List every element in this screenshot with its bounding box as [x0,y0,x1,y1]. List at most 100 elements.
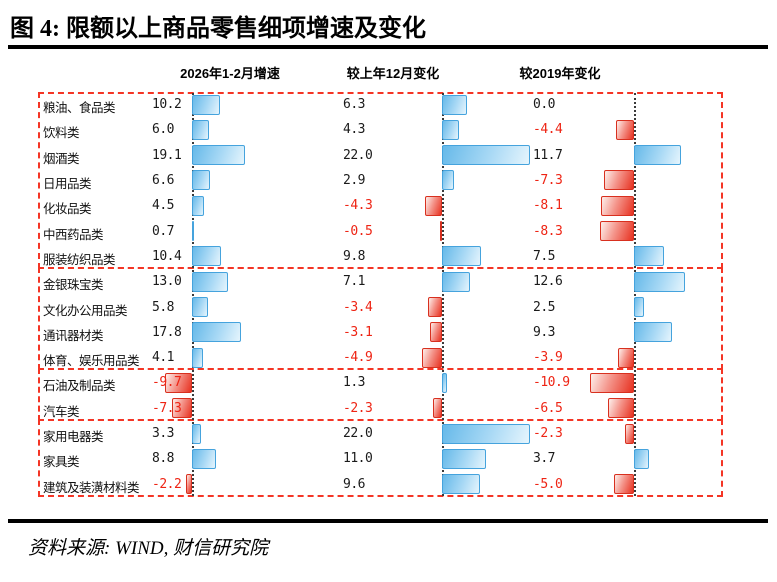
positive-bar [442,474,481,495]
value-label: -7.3 [152,400,182,416]
bar-chart: 粮油、食品类 10.2 6.3 0.0 饮料类 6.0 4.3 -4.4 烟酒类 19.1 22.0… [0,92,777,497]
value-label: 6.6 [152,172,174,188]
positive-bar [192,448,217,469]
category-group-box [38,419,723,497]
positive-bar [192,246,221,267]
category-label: 粮油、食品类 [43,101,116,115]
value-label: 1.3 [343,375,365,391]
negative-bar [429,322,442,343]
negative-bar [600,221,634,242]
value-label: 10.2 [152,97,182,112]
category-label: 文化办公用品类 [43,303,128,318]
value-label: -4.3 [343,198,373,214]
value-label: 5.8 [152,299,174,315]
value-label: 7.5 [533,248,555,264]
positive-bar [192,145,245,166]
positive-bar [634,271,686,292]
value-label: -4.9 [343,350,373,366]
value-label: -2.3 [533,426,563,442]
value-label: 22.0 [343,147,373,163]
value-label: 0.7 [152,223,174,239]
positive-bar [442,372,448,393]
value-label: 0.0 [533,97,555,112]
value-label: 4.3 [343,122,365,138]
zero-axis-line [634,93,636,496]
value-label: -7.3 [533,172,563,188]
positive-bar [442,423,530,444]
positive-bar [192,347,204,368]
positive-bar [442,119,460,140]
bottom-rule [8,519,768,523]
negative-bar [428,297,442,317]
value-label: -2.2 [152,476,182,492]
negative-bar [185,474,192,495]
positive-bar [192,297,208,317]
positive-bar [192,423,202,444]
value-label: -3.4 [343,299,373,315]
negative-bar [607,398,634,419]
value-label: 8.8 [152,451,174,467]
figure-title: 图 4: 限额以上商品零售细项增速及变化 [10,16,426,42]
negative-bar [589,372,634,393]
value-label: 13.0 [152,274,182,290]
value-label: -5.0 [533,476,563,492]
category-label: 中西药品类 [43,227,104,242]
negative-bar [424,195,442,216]
positive-bar [192,195,205,216]
top-rule [8,45,768,49]
positive-bar [442,271,471,292]
positive-bar [192,170,211,191]
category-label: 建筑及装潢材料类 [43,480,140,495]
zero-axis-line [192,93,194,496]
category-label: 石油及制品类 [43,379,116,394]
positive-bar [192,271,228,292]
value-label: 7.1 [343,274,365,290]
positive-bar [192,221,194,242]
value-label: -9.7 [152,375,182,391]
value-label: 22.0 [343,426,373,442]
positive-bar [192,94,221,115]
category-label: 体育、娱乐用品类 [43,354,140,369]
negative-bar [613,474,634,495]
value-label: -8.3 [533,223,563,239]
value-label: 3.7 [533,451,555,467]
category-label: 日用品类 [43,176,92,191]
value-label: 4.1 [152,350,174,366]
column-header-growth: 2026年1-2月增速 [180,66,280,81]
value-label: 2.9 [343,172,365,188]
positive-bar [442,170,454,191]
value-label: 4.5 [152,198,174,214]
zero-axis-line [442,93,444,496]
value-label: -8.1 [533,198,563,214]
value-label: 3.3 [152,426,174,442]
category-label: 家具类 [43,455,80,470]
positive-bar [442,94,468,115]
negative-bar [616,119,634,140]
category-label: 服装纺织品类 [43,252,116,267]
positive-bar [442,246,482,267]
value-label: 17.8 [152,324,182,340]
value-label: 6.0 [152,122,174,138]
category-label: 饮料类 [43,126,80,141]
value-label: 11.0 [343,451,373,467]
value-label: -6.5 [533,400,563,416]
source-note: 资料来源: WIND, 财信研究院 [28,538,269,559]
value-label: 9.8 [343,248,365,264]
value-label: 10.4 [152,248,182,264]
negative-bar [604,170,634,191]
positive-bar [442,145,530,166]
value-label: -10.9 [533,375,570,391]
value-label: 12.6 [533,274,563,290]
positive-bar [442,448,486,469]
value-label: -4.4 [533,122,563,138]
positive-bar [192,322,241,343]
column-header-vs-december: 较上年12月变化 [346,66,440,81]
value-label: 19.1 [152,147,182,163]
positive-bar [634,448,649,469]
negative-bar [422,347,442,368]
category-label: 通讯器材类 [43,328,104,343]
value-label: 2.5 [533,299,555,315]
negative-bar [601,195,634,216]
value-label: 6.3 [343,97,365,112]
negative-bar [618,347,634,368]
